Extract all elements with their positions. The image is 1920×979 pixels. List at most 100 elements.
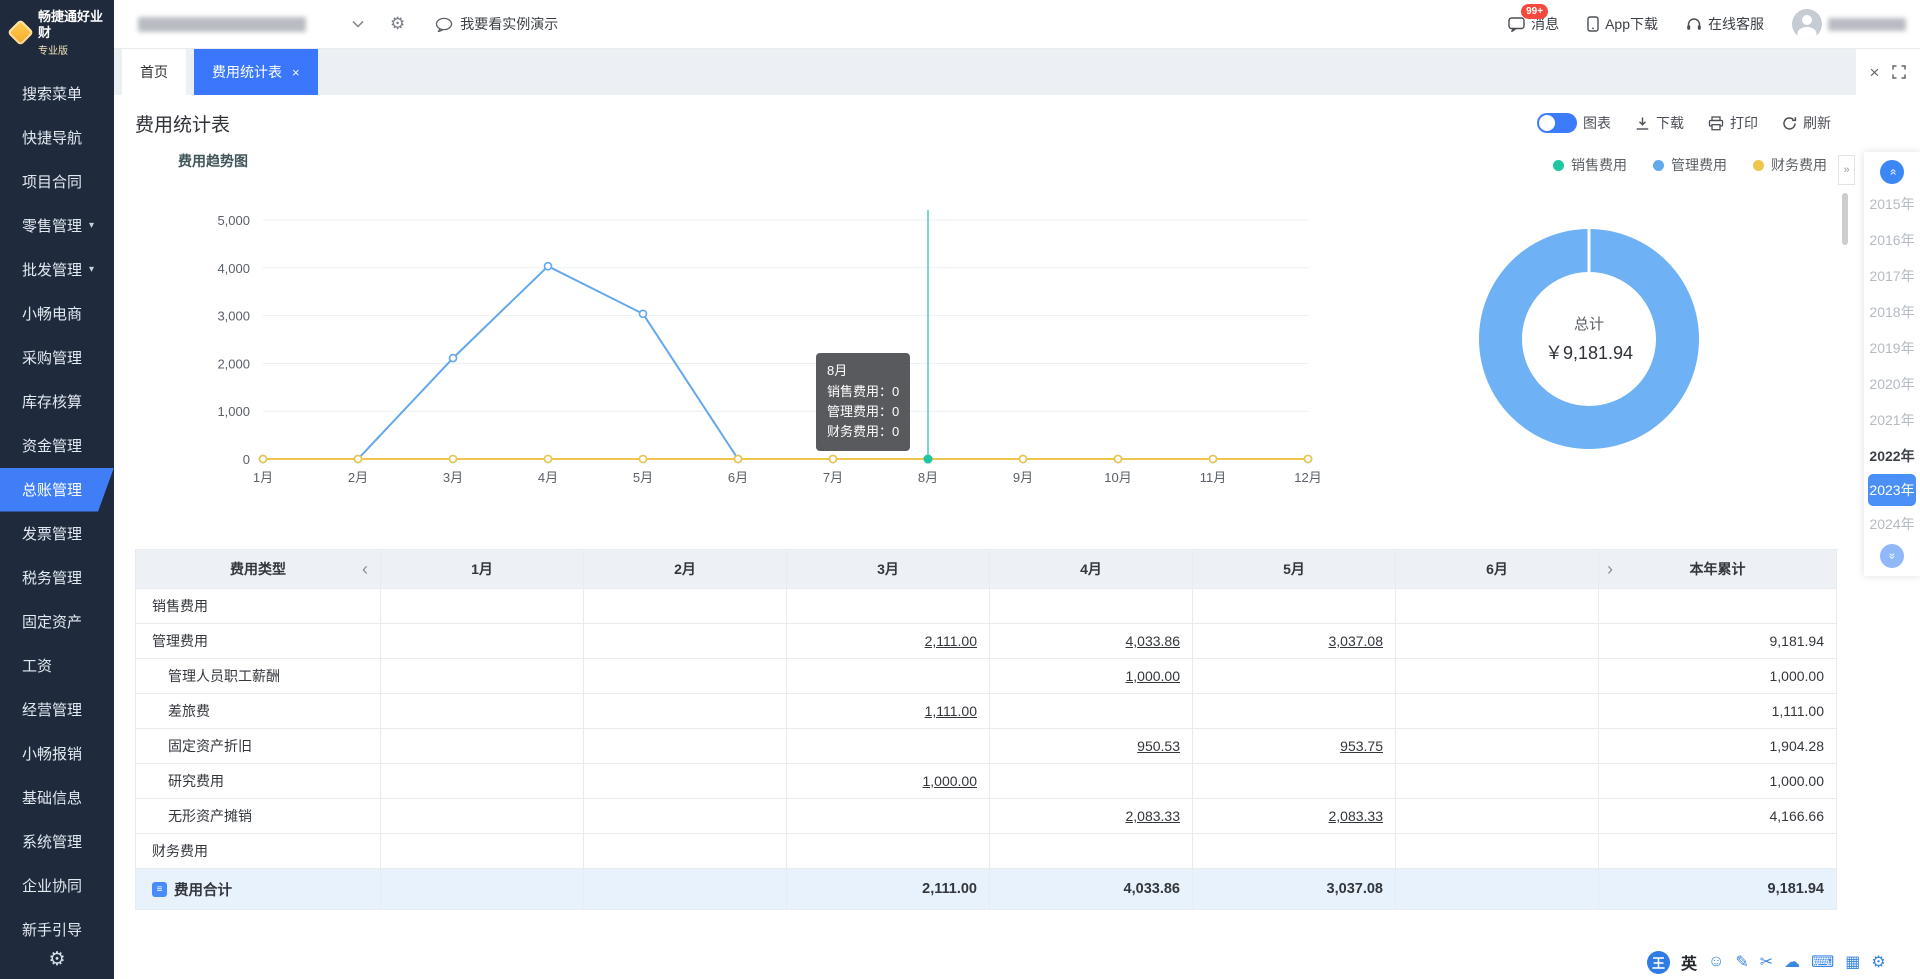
cell-r1-m5[interactable]: 3,037.08 (1193, 624, 1396, 659)
sidebar-item-8[interactable]: 资金管理 (0, 424, 114, 468)
sidebar-item-17[interactable]: 系统管理 (0, 820, 114, 864)
scissors-icon[interactable]: ✂ (1759, 954, 1774, 971)
ime-brand-icon[interactable]: 王 (1647, 950, 1670, 974)
sidebar-item-11[interactable]: 税务管理 (0, 556, 114, 600)
app-logo: 畅捷通好业财 专业版 (0, 0, 114, 66)
year-scroll-down-button[interactable]: » (1880, 544, 1904, 568)
legend-item-0[interactable]: 销售费用 (1553, 155, 1627, 175)
download-icon (1636, 117, 1649, 130)
sidebar-item-6[interactable]: 采购管理 (0, 336, 114, 380)
sidebar-item-2[interactable]: 项目合同 (0, 160, 114, 204)
cell-r6-m4[interactable]: 2,083.33 (990, 799, 1193, 834)
year-item-2018[interactable]: 2018年 (1869, 304, 1915, 320)
data-point (448, 454, 458, 464)
sidebar-item-12[interactable]: 固定资产 (0, 600, 114, 644)
refresh-button[interactable]: 刷新 (1782, 113, 1831, 133)
cell-r4-m3 (787, 729, 990, 764)
year-item-2015[interactable]: 2015年 (1869, 196, 1915, 212)
year-scroll-up-button[interactable]: » (1880, 160, 1904, 184)
print-button[interactable]: 打印 (1708, 113, 1758, 133)
keyboard-icon[interactable]: ⌨ (1811, 954, 1835, 971)
sidebar-item-label: 总账管理 (22, 482, 83, 499)
year-item-2023[interactable]: 2023年 (1868, 474, 1916, 506)
sidebar-item-19[interactable]: 新手引导 (0, 908, 114, 952)
sidebar-item-16[interactable]: 基础信息 (0, 776, 114, 820)
year-item-2024[interactable]: 2024年 (1869, 516, 1915, 532)
cell-r4-m4[interactable]: 950.53 (990, 729, 1193, 764)
messages-button[interactable]: 99+ 消息 (1508, 4, 1559, 34)
cell-r5-m3[interactable]: 1,000.00 (787, 764, 990, 799)
sidebar-item-7[interactable]: 库存核算 (0, 380, 114, 424)
expense-trend-chart[interactable]: 0 1,000 2,000 3,000 4,000 5,000 1月 2月 3月 4月 5月 6月 7月… (114, 205, 1374, 515)
company-selector[interactable] (138, 16, 364, 32)
grid-icon[interactable]: ▦ (1845, 954, 1861, 971)
fullscreen-icon[interactable] (1892, 65, 1907, 79)
scroll-columns-left-icon[interactable]: ‹ (362, 559, 368, 579)
smiley-icon[interactable]: ☺ (1708, 953, 1725, 970)
online-service-button[interactable]: 在线客服 (1686, 14, 1764, 34)
sidebar-item-13[interactable]: 工资 (0, 644, 114, 688)
year-item-2022[interactable]: 2022年 (1869, 448, 1915, 464)
cell-r1-m3[interactable]: 2,111.00 (787, 624, 990, 659)
legend-label: 销售费用 (1571, 157, 1627, 173)
cell-r6-m2 (584, 799, 787, 834)
sidebar-item-10[interactable]: 发票管理 (0, 512, 114, 556)
gear-icon[interactable]: ⚙ (1871, 954, 1886, 971)
cell-r2-m4[interactable]: 1,000.00 (990, 659, 1193, 694)
sidebar-item-18[interactable]: 企业协同 (0, 864, 114, 908)
scrollbar-thumb[interactable] (1842, 193, 1848, 245)
download-button[interactable]: 下载 (1635, 113, 1684, 133)
cell-r4-m5[interactable]: 953.75 (1193, 729, 1396, 764)
tab-close-icon[interactable]: × (292, 64, 300, 80)
tab-expense-report[interactable]: 费用统计表 × (194, 49, 318, 95)
cell-r2-m1 (381, 659, 584, 694)
sidebar-item-1[interactable]: 快捷导航 (0, 116, 114, 160)
sidebar-item-4[interactable]: 批发管理 ▾ (0, 248, 114, 292)
sidebar-item-label: 小畅电商 (22, 306, 83, 323)
x-axis-tick-label: 9月 (1013, 470, 1033, 485)
donut-center: 总计 ￥9,181.94 (1522, 272, 1656, 406)
close-icon[interactable]: × (1869, 62, 1880, 82)
legend-item-1[interactable]: 管理费用 (1653, 155, 1727, 175)
sidebar-item-14[interactable]: 经营管理 (0, 688, 114, 732)
sidebar-item-0[interactable]: 搜索菜单 (0, 72, 114, 116)
year-item-2020[interactable]: 2020年 (1869, 376, 1915, 392)
year-item-2016[interactable]: 2016年 (1869, 232, 1915, 248)
tab-home[interactable]: 首页 (122, 49, 186, 95)
cell-r1-m4[interactable]: 4,033.86 (990, 624, 1193, 659)
data-point (638, 454, 648, 464)
logo-subtitle: 专业版 (38, 45, 68, 57)
sidebar-gear-icon[interactable]: ⚙ (48, 949, 66, 970)
year-item-2019[interactable]: 2019年 (1869, 340, 1915, 356)
ime-mode-indicator[interactable]: 英 (1681, 956, 1698, 973)
cell-r3-m5 (1193, 694, 1396, 729)
sidebar-item-15[interactable]: 小畅报销 (0, 732, 114, 776)
cell-r6-m5[interactable]: 2,083.33 (1193, 799, 1396, 834)
expense-donut-chart[interactable]: 总计 ￥9,181.94 (1479, 229, 1699, 449)
scroll-columns-right-icon[interactable]: › (1607, 559, 1613, 579)
legend-item-2[interactable]: 财务费用 (1753, 155, 1827, 175)
cell-r3-m4 (990, 694, 1193, 729)
x-axis-tick-label: 1月 (253, 470, 273, 485)
app-download-button[interactable]: App下载 (1587, 14, 1658, 34)
cell-r2-total: 1,000.00 (1599, 659, 1837, 694)
settings-gear-icon[interactable]: ⚙ (390, 14, 406, 33)
pen-icon[interactable]: ✎ (1735, 954, 1749, 971)
year-item-2017[interactable]: 2017年 (1869, 268, 1915, 284)
sidebar-item-5[interactable]: 小畅电商 (0, 292, 114, 336)
cell-r6-m3 (787, 799, 990, 834)
cell-r1-m6 (1396, 624, 1599, 659)
cloud-icon[interactable]: ☁ (1784, 954, 1801, 971)
sidebar-item-3[interactable]: 零售管理 ▾ (0, 204, 114, 248)
year-panel: » 2015年 2016年 2017年 2018年 2019年 2020年 2021年 202… (1864, 152, 1920, 576)
sidebar-item-9[interactable]: 总账管理 (0, 467, 114, 512)
year-item-2021[interactable]: 2021年 (1869, 412, 1915, 428)
data-point (828, 454, 838, 464)
cell-r3-m3[interactable]: 1,111.00 (787, 694, 990, 729)
account-menu[interactable] (1792, 9, 1906, 39)
chart-toggle-switch[interactable] (1537, 113, 1577, 133)
fee-table: 费用类型 ‹ 1月 2月 3月 4月 5月 6月 本年累计 › 销售费用 管理费用 2,111.00 4,… (135, 549, 1838, 910)
year-panel-collapse-handle[interactable]: » (1838, 155, 1855, 185)
demo-link[interactable]: 我要看实例演示 (435, 14, 558, 34)
chart-toggle-control[interactable]: 图表 (1537, 113, 1611, 133)
